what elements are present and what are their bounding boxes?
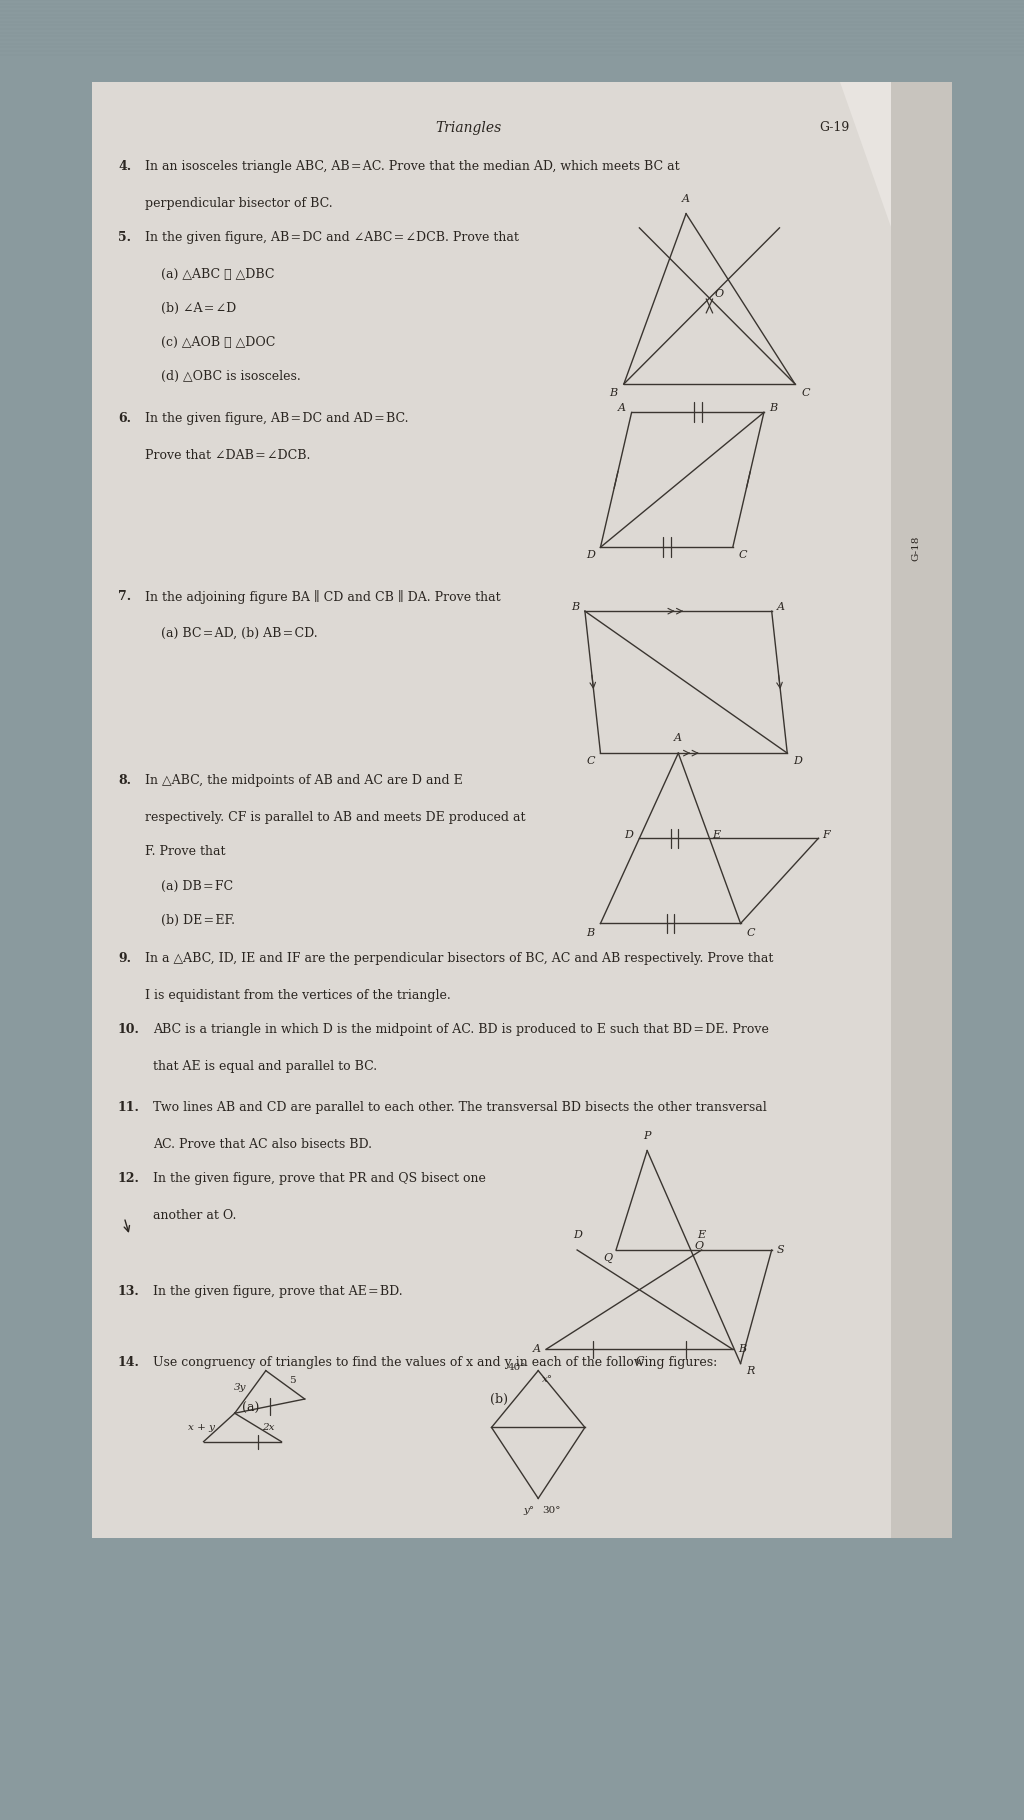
Text: D: D bbox=[625, 830, 633, 841]
Text: that AE is equal and parallel to BC.: that AE is equal and parallel to BC. bbox=[153, 1059, 377, 1072]
Text: In the given figure, prove that PR and QS bisect one: In the given figure, prove that PR and Q… bbox=[153, 1172, 485, 1185]
Text: A: A bbox=[618, 404, 626, 413]
Text: Q: Q bbox=[603, 1252, 612, 1263]
Text: ABC is a triangle in which D is the midpoint of AC. BD is produced to E such tha: ABC is a triangle in which D is the midp… bbox=[153, 1023, 769, 1036]
Text: B: B bbox=[571, 602, 580, 612]
Text: 12.: 12. bbox=[118, 1172, 140, 1185]
Text: C: C bbox=[746, 928, 756, 937]
Text: AC. Prove that AC also bisects BD.: AC. Prove that AC also bisects BD. bbox=[153, 1138, 372, 1150]
Text: G-19: G-19 bbox=[819, 122, 850, 135]
Text: 5.: 5. bbox=[118, 231, 131, 244]
Text: 5: 5 bbox=[289, 1376, 296, 1385]
Text: E: E bbox=[697, 1230, 706, 1239]
Text: B: B bbox=[609, 388, 617, 399]
Bar bbox=[891, 82, 952, 1538]
Text: In the adjoining figure BA ∥ CD and CB ∥ DA. Prove that: In the adjoining figure BA ∥ CD and CB ∥… bbox=[145, 590, 501, 604]
Text: 13.: 13. bbox=[118, 1285, 139, 1298]
Text: F. Prove that: F. Prove that bbox=[145, 844, 225, 859]
Text: In the given figure, prove that AE = BD.: In the given figure, prove that AE = BD. bbox=[153, 1285, 402, 1298]
Text: (d) △OBC is isosceles.: (d) △OBC is isosceles. bbox=[161, 369, 300, 382]
Polygon shape bbox=[840, 82, 891, 228]
Text: Prove that ∠DAB = ∠DCB.: Prove that ∠DAB = ∠DCB. bbox=[145, 450, 310, 462]
Text: (a) △ABC ≅ △DBC: (a) △ABC ≅ △DBC bbox=[161, 268, 274, 280]
Text: 2x: 2x bbox=[262, 1423, 274, 1432]
Text: 4.: 4. bbox=[118, 160, 131, 173]
Text: S: S bbox=[777, 1245, 784, 1256]
Text: 11.: 11. bbox=[118, 1101, 140, 1114]
Text: 7.: 7. bbox=[118, 590, 131, 602]
Text: A: A bbox=[532, 1345, 541, 1354]
Text: In the given figure, AB = DC and AD = BC.: In the given figure, AB = DC and AD = BC… bbox=[145, 413, 409, 426]
Text: D: D bbox=[793, 755, 802, 766]
Text: F: F bbox=[822, 830, 830, 841]
Text: C: C bbox=[635, 1356, 644, 1367]
Text: P: P bbox=[643, 1130, 651, 1141]
Text: Triangles: Triangles bbox=[435, 122, 502, 135]
Text: x°: x° bbox=[542, 1374, 553, 1383]
Text: C: C bbox=[738, 550, 746, 561]
Text: (a) BC = AD, (b) AB = CD.: (a) BC = AD, (b) AB = CD. bbox=[161, 626, 317, 641]
Text: respectively. CF is parallel to AB and meets DE produced at: respectively. CF is parallel to AB and m… bbox=[145, 812, 525, 824]
Text: 10.: 10. bbox=[118, 1023, 140, 1036]
Text: O: O bbox=[694, 1241, 703, 1250]
Text: B: B bbox=[769, 404, 777, 413]
Text: Use congruency of triangles to find the values of x and y in each of the followi: Use congruency of triangles to find the … bbox=[153, 1356, 717, 1369]
Text: (a) DB = FC: (a) DB = FC bbox=[161, 879, 232, 892]
Text: 3y: 3y bbox=[233, 1383, 247, 1392]
Text: 40°: 40° bbox=[508, 1363, 526, 1372]
Text: (b) ∠A = ∠D: (b) ∠A = ∠D bbox=[161, 302, 236, 315]
Text: R: R bbox=[746, 1367, 755, 1376]
Text: B: B bbox=[586, 928, 594, 937]
Text: B: B bbox=[738, 1345, 746, 1354]
Text: (c) △AOB ≅ △DOC: (c) △AOB ≅ △DOC bbox=[161, 335, 275, 349]
Text: A: A bbox=[674, 733, 682, 743]
Text: In an isosceles triangle ABC, AB = AC. Prove that the median AD, which meets BC : In an isosceles triangle ABC, AB = AC. P… bbox=[145, 160, 680, 173]
Text: In the given figure, AB = DC and ∠ABC = ∠DCB. Prove that: In the given figure, AB = DC and ∠ABC = … bbox=[145, 231, 519, 244]
Text: x + y: x + y bbox=[188, 1423, 215, 1432]
Text: In △ABC, the midpoints of AB and AC are D and E: In △ABC, the midpoints of AB and AC are … bbox=[145, 774, 463, 788]
Text: A: A bbox=[777, 602, 785, 612]
Text: 30°: 30° bbox=[542, 1505, 560, 1514]
Text: O: O bbox=[715, 289, 724, 298]
Text: another at O.: another at O. bbox=[153, 1208, 237, 1221]
Text: Two lines AB and CD are parallel to each other. The transversal BD bisects the o: Two lines AB and CD are parallel to each… bbox=[153, 1101, 767, 1114]
Text: I is equidistant from the vertices of the triangle.: I is equidistant from the vertices of th… bbox=[145, 988, 451, 1001]
Bar bbox=[92, 82, 891, 1538]
Text: (b) DE = EF.: (b) DE = EF. bbox=[161, 914, 234, 926]
Text: A: A bbox=[682, 193, 690, 204]
Text: C: C bbox=[801, 388, 810, 399]
Text: 6.: 6. bbox=[118, 413, 131, 426]
Text: perpendicular bisector of BC.: perpendicular bisector of BC. bbox=[145, 197, 333, 209]
Text: y°: y° bbox=[523, 1505, 535, 1514]
Text: 9.: 9. bbox=[118, 952, 131, 965]
Text: D: D bbox=[586, 550, 595, 561]
Text: In a △ABC, ID, IE and IF are the perpendicular bisectors of BC, AC and AB respec: In a △ABC, ID, IE and IF are the perpend… bbox=[145, 952, 773, 965]
Text: (b): (b) bbox=[490, 1394, 508, 1407]
Text: G-18: G-18 bbox=[911, 535, 921, 561]
Text: 8.: 8. bbox=[118, 774, 131, 788]
Text: 14.: 14. bbox=[118, 1356, 140, 1369]
Text: C: C bbox=[587, 755, 595, 766]
Text: (a): (a) bbox=[242, 1401, 259, 1414]
Text: D: D bbox=[572, 1230, 582, 1239]
Text: E: E bbox=[713, 830, 721, 841]
